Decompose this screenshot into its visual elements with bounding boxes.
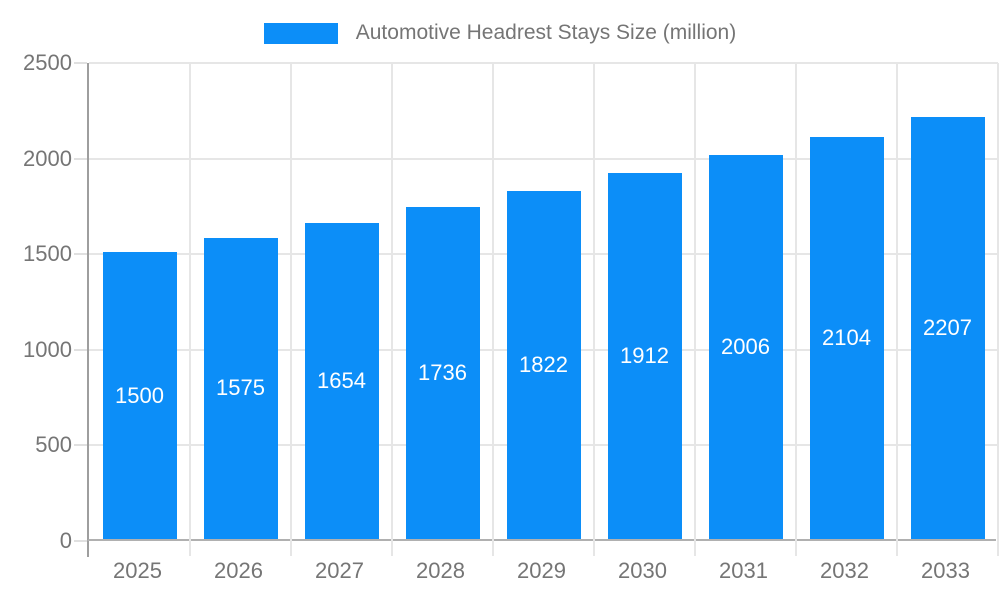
x-axis-label: 2032 (820, 558, 869, 583)
x-axis-label: 2033 (921, 558, 970, 583)
bar-2032[interactable]: 2104 (809, 136, 884, 539)
bar-2026[interactable]: 1575 (203, 237, 278, 539)
x-axis-label: 2028 (416, 558, 465, 583)
bar-2033[interactable]: 2207 (910, 117, 985, 539)
plot-area: 1500 1575 1654 1736 1822 1912 2006 2104 2207 (74, 62, 999, 557)
x-axis-label: 2026 (214, 558, 263, 583)
x-axis-label: 2029 (517, 558, 566, 583)
bar-value-label: 1654 (317, 367, 366, 393)
gridline-vertical (896, 63, 898, 556)
gridline-vertical (593, 63, 595, 556)
bar-value-label: 1912 (620, 343, 669, 369)
y-axis-label: 2000 (23, 145, 72, 171)
bar-value-label: 1500 (115, 382, 164, 408)
x-axis-label: 2027 (315, 558, 364, 583)
y-axis-label: 2500 (23, 50, 72, 75)
gridline-vertical (189, 63, 191, 556)
bar-2031[interactable]: 2006 (708, 155, 783, 539)
bar-value-label: 1736 (418, 360, 467, 386)
y-axis-label: 1000 (23, 336, 72, 362)
y-axis-tick (74, 348, 87, 351)
bar-value-label: 1575 (216, 375, 265, 401)
gridline-vertical (795, 63, 797, 556)
y-axis-tick (74, 444, 87, 447)
gridline-vertical (290, 63, 292, 556)
y-axis-label: 1500 (23, 241, 72, 267)
bar-2025[interactable]: 1500 (102, 252, 177, 539)
bar-2030[interactable]: 1912 (607, 173, 682, 539)
gridline-vertical (997, 63, 999, 556)
x-axis-label: 2025 (113, 558, 162, 583)
legend-swatch (263, 22, 338, 44)
gridline-vertical (492, 63, 494, 556)
bar-value-label: 2104 (822, 324, 871, 350)
x-axis-label: 2031 (719, 558, 768, 583)
gridline-horizontal (89, 62, 998, 64)
bar-value-label: 2207 (923, 315, 972, 341)
gridline-vertical (391, 63, 393, 556)
y-axis-tick (74, 157, 87, 160)
bar-value-label: 1822 (519, 351, 568, 377)
y-axis-line-extension (87, 541, 89, 557)
y-axis-tick (74, 62, 87, 64)
gridline-horizontal (89, 157, 998, 160)
legend[interactable]: Automotive Headrest Stays Size (million) (0, 20, 1000, 46)
y-axis-label: 0 (59, 528, 72, 553)
bar-value-label: 2006 (721, 334, 770, 360)
legend-label: Automotive Headrest Stays Size (million) (355, 21, 737, 44)
y-axis-label: 500 (35, 432, 72, 458)
x-axis-label: 2030 (618, 558, 667, 583)
gridline-vertical (694, 63, 696, 556)
y-axis-tick (74, 540, 87, 542)
bar-2029[interactable]: 1822 (506, 190, 581, 539)
y-axis-tick (74, 253, 87, 256)
bar-2028[interactable]: 1736 (405, 207, 480, 539)
bar-2027[interactable]: 1654 (304, 222, 379, 539)
